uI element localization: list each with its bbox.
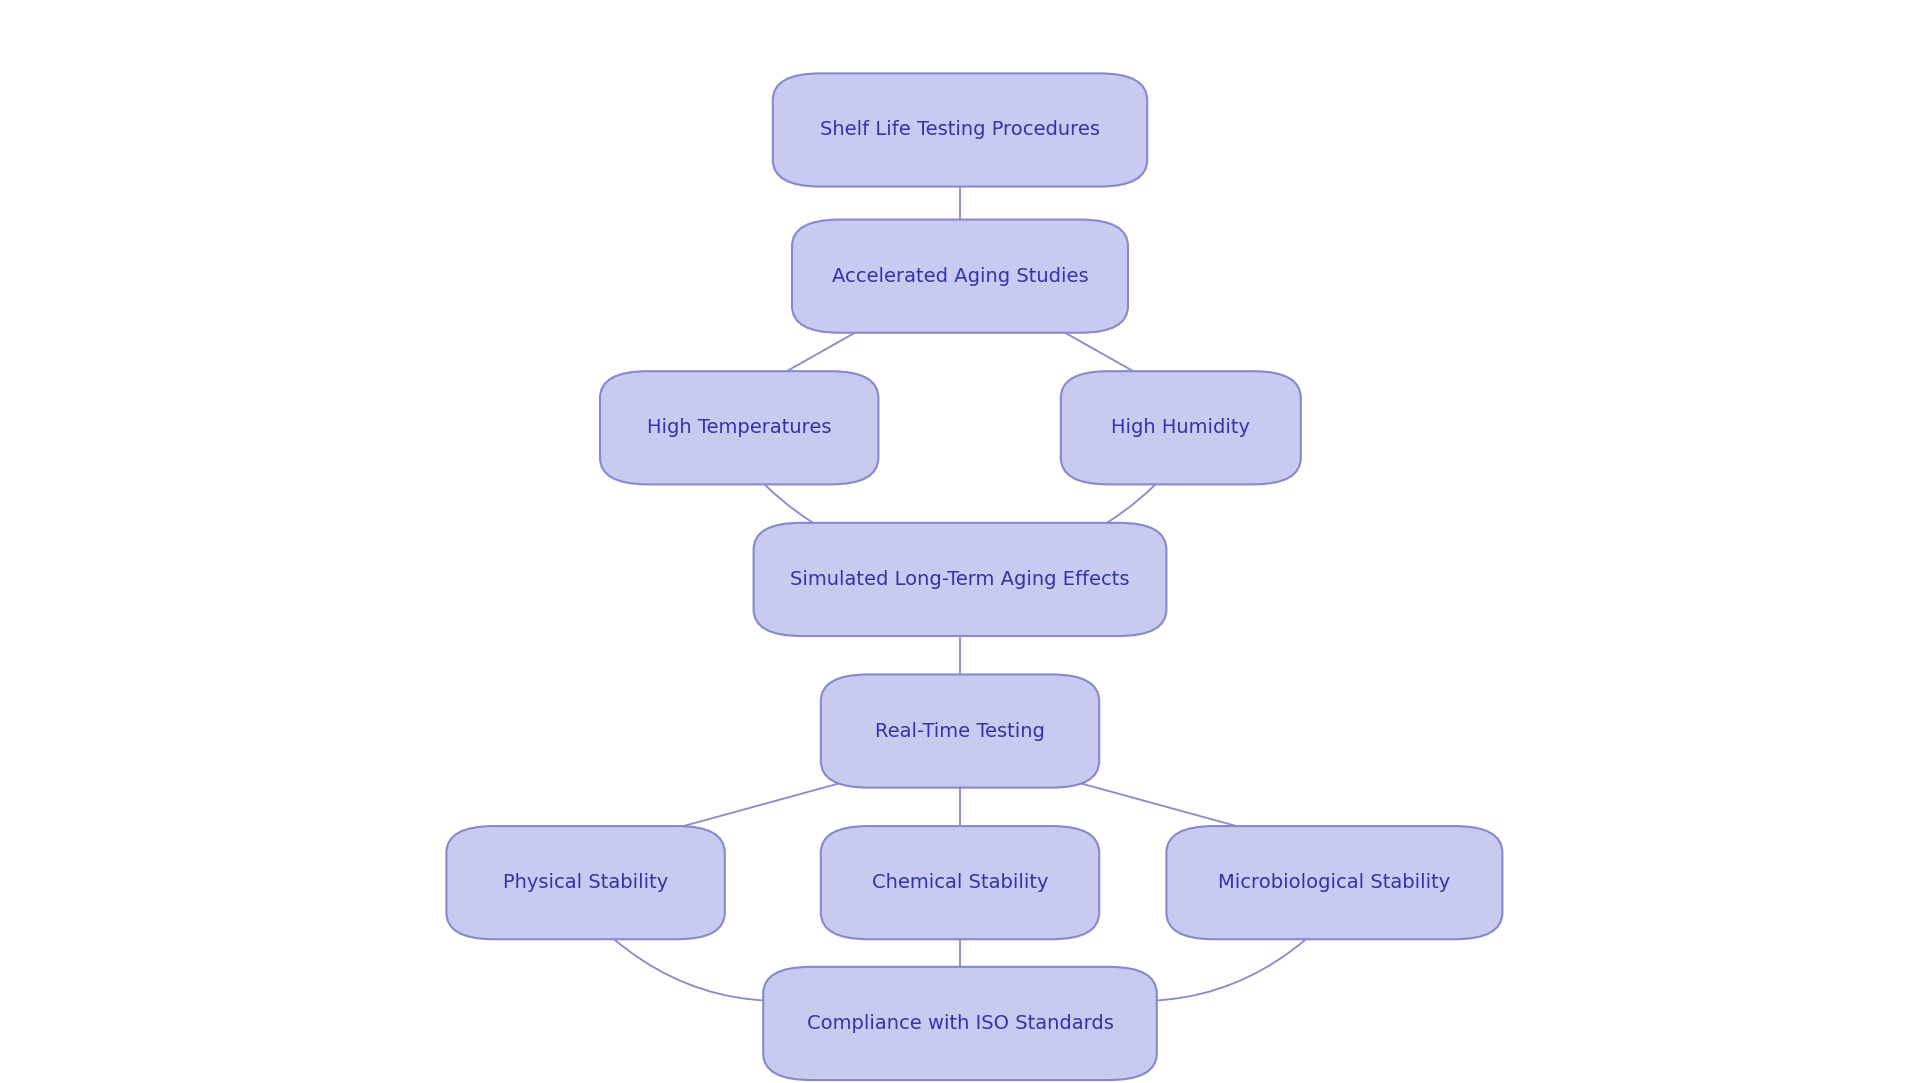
- FancyBboxPatch shape: [753, 523, 1165, 636]
- Text: Compliance with ISO Standards: Compliance with ISO Standards: [806, 1014, 1114, 1033]
- FancyBboxPatch shape: [772, 74, 1146, 186]
- Text: High Temperatures: High Temperatures: [647, 418, 831, 438]
- FancyBboxPatch shape: [764, 967, 1156, 1080]
- Text: Chemical Stability: Chemical Stability: [872, 873, 1048, 892]
- FancyBboxPatch shape: [445, 826, 724, 939]
- FancyBboxPatch shape: [1060, 371, 1302, 484]
- Text: Accelerated Aging Studies: Accelerated Aging Studies: [831, 266, 1089, 286]
- FancyBboxPatch shape: [1165, 826, 1501, 939]
- Text: Real-Time Testing: Real-Time Testing: [876, 721, 1044, 741]
- FancyBboxPatch shape: [599, 371, 879, 484]
- Text: Microbiological Stability: Microbiological Stability: [1219, 873, 1450, 892]
- Text: Physical Stability: Physical Stability: [503, 873, 668, 892]
- Text: High Humidity: High Humidity: [1112, 418, 1250, 438]
- Text: Shelf Life Testing Procedures: Shelf Life Testing Procedures: [820, 120, 1100, 140]
- Text: Simulated Long-Term Aging Effects: Simulated Long-Term Aging Effects: [791, 570, 1129, 589]
- FancyBboxPatch shape: [822, 675, 1098, 787]
- FancyBboxPatch shape: [791, 220, 1127, 332]
- FancyBboxPatch shape: [822, 826, 1098, 939]
